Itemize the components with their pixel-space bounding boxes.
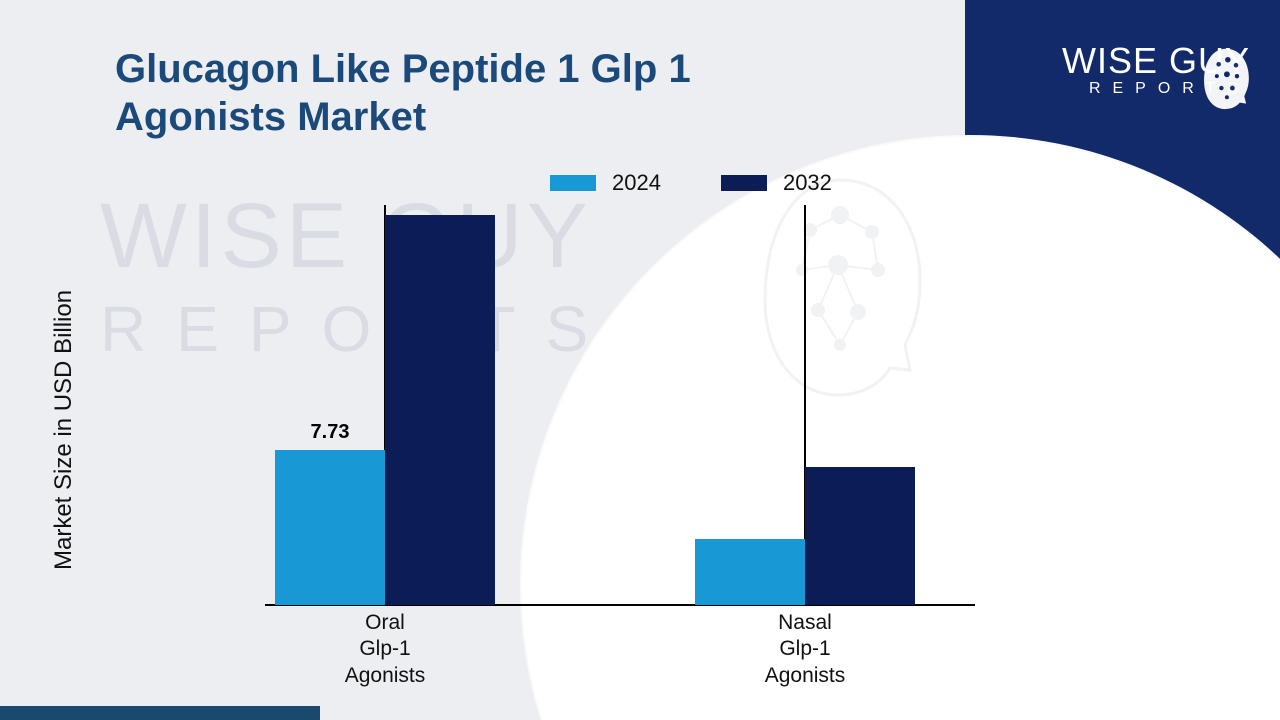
category-label-nasal: NasalGlp-1Agonists: [715, 610, 895, 689]
bar-nasal-s2024: [695, 539, 805, 605]
footer-accent-bar: [0, 706, 320, 720]
legend-label-2032: 2032: [783, 170, 832, 196]
chart-legend: 2024 2032: [550, 170, 832, 196]
legend-item-2032: 2032: [721, 170, 832, 196]
category-label-oral: OralGlp-1Agonists: [295, 610, 475, 689]
bar-oral-s2024: [275, 450, 385, 605]
chart-title: Glucagon Like Peptide 1 Glp 1 Agonists M…: [115, 45, 855, 141]
infographic-canvas: WISE GUY REPORTS Glucagon Like Peptide 1…: [0, 0, 1280, 720]
bar-chart: 7.73OralGlp-1AgonistsNasalGlp-1Agonists: [130, 205, 970, 605]
legend-swatch-2024: [550, 175, 596, 191]
legend-label-2024: 2024: [612, 170, 661, 196]
legend-swatch-2032: [721, 175, 767, 191]
y-axis-label: Market Size in USD Billion: [50, 290, 78, 570]
bar-oral-s2032: [385, 215, 495, 605]
brand-logo: WISE GUY REPORTS: [985, 40, 1250, 98]
brand-head-icon: [1198, 46, 1254, 110]
bar-value-label: 7.73: [311, 421, 350, 444]
legend-item-2024: 2024: [550, 170, 661, 196]
bar-nasal-s2032: [805, 467, 915, 605]
